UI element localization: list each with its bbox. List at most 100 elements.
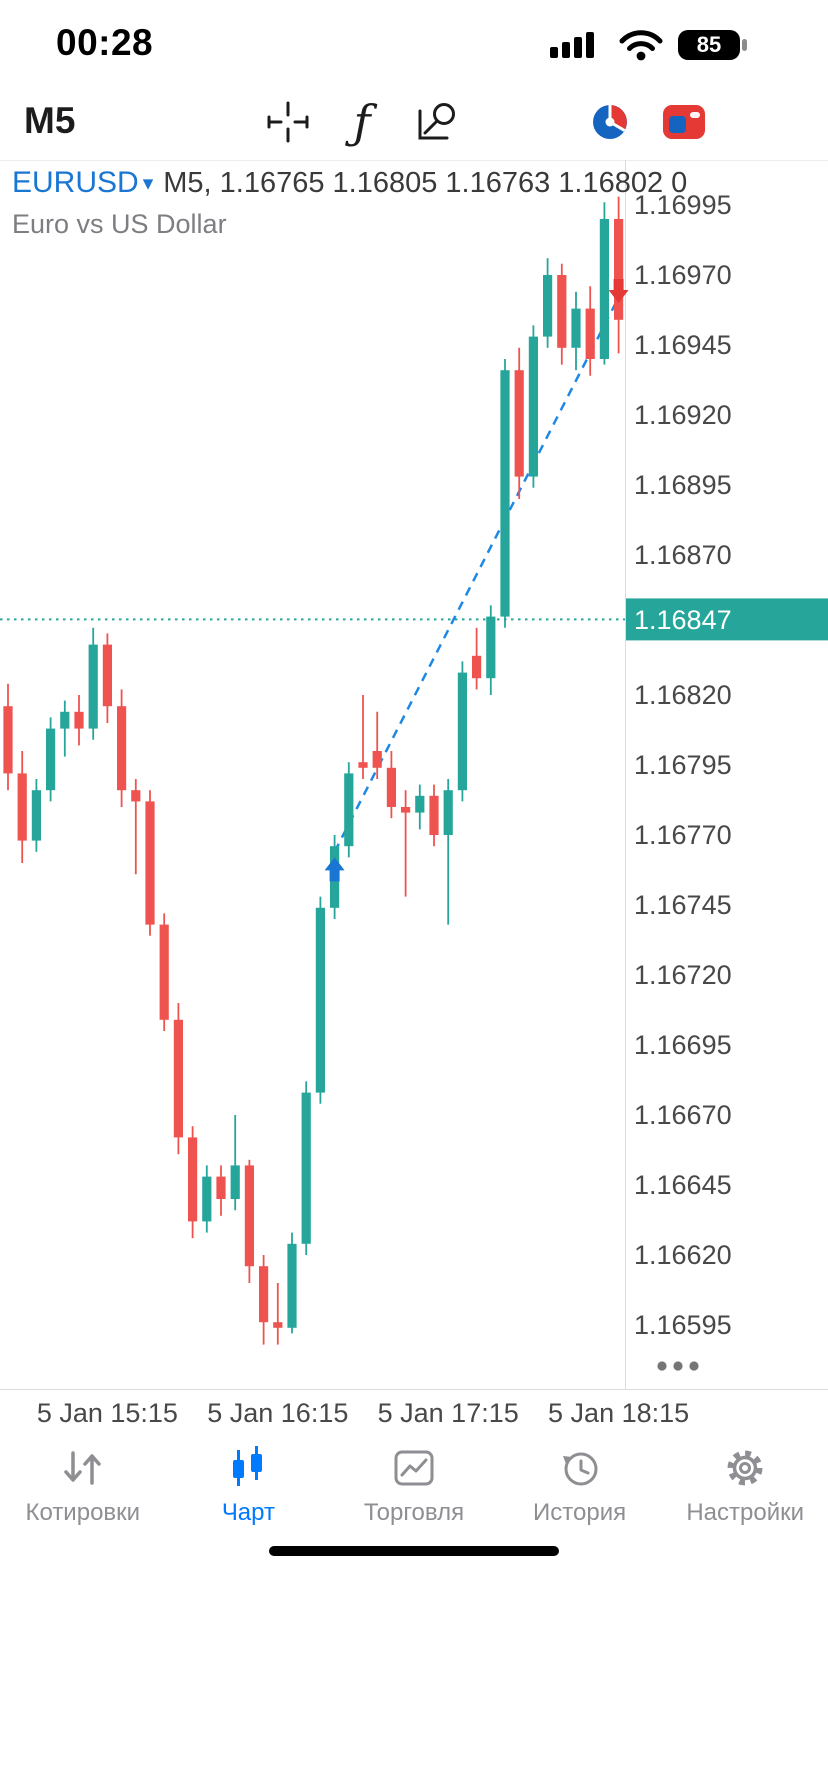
trade-widget-button[interactable] xyxy=(658,96,710,148)
svg-text:1.16995: 1.16995 xyxy=(634,190,732,220)
pie-circle-icon xyxy=(593,105,627,139)
current-price-badge xyxy=(626,598,828,641)
candles-icon xyxy=(233,1446,263,1486)
clock-label: 00:28 xyxy=(56,22,154,63)
price-axis: 1.16995 1.16970 1.16945 1.16920 1.16895 1.168… xyxy=(634,190,732,1340)
wifi-icon xyxy=(619,30,663,61)
candle xyxy=(88,644,98,729)
trade-chart-icon xyxy=(394,1450,434,1486)
candle xyxy=(102,644,112,707)
status-bar: 00:28 85 xyxy=(0,0,828,90)
crosshair-icon xyxy=(267,101,309,143)
tab-label: Котировки xyxy=(25,1499,141,1526)
candle xyxy=(386,767,396,807)
candle xyxy=(60,711,70,729)
home-indicator[interactable] xyxy=(269,1546,559,1556)
current-price-label: 1.16847 xyxy=(634,605,732,635)
crosshair-button[interactable] xyxy=(262,96,314,148)
ohlc-readout: M5, 1.16765 1.16805 1.16763 1.16802 0 xyxy=(163,167,688,199)
candle xyxy=(202,1176,212,1222)
battery-percent-label: 85 xyxy=(697,32,721,57)
candle xyxy=(372,751,382,768)
tab-trade[interactable]: Торговля xyxy=(331,1436,497,1546)
candle xyxy=(216,1176,226,1199)
settings-gear-icon xyxy=(727,1450,763,1486)
tab-label: История xyxy=(533,1499,627,1526)
symbol-dropdown-icon[interactable]: ▾ xyxy=(142,172,154,195)
candle xyxy=(301,1092,311,1244)
tab-history[interactable]: История xyxy=(497,1436,663,1546)
tab-settings[interactable]: Настройки xyxy=(662,1436,828,1546)
status-icons: 85 xyxy=(550,28,750,62)
svg-text:1.16770: 1.16770 xyxy=(634,820,732,850)
svg-text:1.16895: 1.16895 xyxy=(634,470,732,500)
candle xyxy=(244,1165,254,1267)
candle xyxy=(259,1266,269,1323)
candle xyxy=(514,370,524,477)
svg-text:1.16820: 1.16820 xyxy=(634,680,732,710)
objects-icon xyxy=(418,103,455,140)
indicators-button[interactable]: ƒ xyxy=(336,95,388,149)
candle xyxy=(3,706,13,774)
candle xyxy=(131,790,141,802)
battery-icon: 85 xyxy=(678,30,747,60)
candle xyxy=(344,773,354,847)
candle xyxy=(614,219,624,320)
svg-text:1.16920: 1.16920 xyxy=(634,400,732,430)
candle xyxy=(486,616,496,679)
candle xyxy=(74,711,84,729)
x-axis-label: 5 Jan 18:15 xyxy=(548,1398,690,1428)
candle xyxy=(443,790,453,835)
candle xyxy=(287,1243,297,1328)
candle xyxy=(415,795,425,813)
candle xyxy=(159,924,169,1020)
x-axis-label: 5 Jan 15:15 xyxy=(36,1398,178,1428)
objects-button[interactable] xyxy=(410,96,462,148)
tab-bar: Котировки Чарт Торговля История xyxy=(0,1436,828,1546)
tab-chart[interactable]: Чарт xyxy=(166,1436,332,1546)
candle xyxy=(46,728,56,791)
chart-toolbar: M5 ƒ xyxy=(0,92,828,160)
tab-label: Чарт xyxy=(221,1499,275,1526)
svg-text:1.16720: 1.16720 xyxy=(634,960,732,990)
symbol-description: Euro vs US Dollar xyxy=(12,209,227,239)
tab-label: Торговля xyxy=(363,1499,465,1526)
chart-area[interactable]: 1.16995 1.16970 1.16945 1.16920 1.16895 1.168… xyxy=(0,160,828,1390)
candlestick-chart[interactable]: 1.16995 1.16970 1.16945 1.16920 1.16895 1.168… xyxy=(0,160,828,1390)
candle xyxy=(401,807,411,813)
svg-text:1.16670: 1.16670 xyxy=(634,1100,732,1130)
candle xyxy=(315,907,325,1093)
trend-line[interactable] xyxy=(333,296,620,853)
x-axis: 5 Jan 15:15 5 Jan 16:15 5 Jan 17:15 5 Jan 1… xyxy=(0,1392,828,1432)
candle xyxy=(528,336,538,477)
symbol-selector[interactable]: EURUSD xyxy=(12,166,139,199)
buy-arrow-icon[interactable] xyxy=(324,857,345,882)
candle xyxy=(358,762,368,768)
trade-widget-icon xyxy=(663,105,705,139)
tab-quotes[interactable]: Котировки xyxy=(0,1436,166,1546)
chart-mode-button[interactable] xyxy=(584,96,636,148)
chart-header: EURUSD ▾ M5, 1.16765 1.16805 1.16763 1.168… xyxy=(12,166,687,241)
svg-text:1.16970: 1.16970 xyxy=(634,260,732,290)
candle xyxy=(31,790,41,841)
candle xyxy=(429,795,439,835)
svg-text:1.16645: 1.16645 xyxy=(634,1170,732,1200)
candle xyxy=(145,801,155,925)
tab-label: Настройки xyxy=(686,1499,805,1526)
svg-text:1.16695: 1.16695 xyxy=(634,1030,732,1060)
candle xyxy=(543,275,553,337)
candle xyxy=(585,308,595,359)
candle xyxy=(571,308,581,348)
chart-more-button[interactable] xyxy=(657,1361,699,1371)
svg-text:1.16795: 1.16795 xyxy=(634,750,732,780)
candle xyxy=(557,275,567,348)
x-axis-label: 5 Jan 16:15 xyxy=(207,1398,349,1428)
sell-arrow-icon[interactable] xyxy=(608,279,629,303)
candle xyxy=(117,706,127,791)
timeframe-button[interactable]: M5 xyxy=(24,100,76,141)
candle xyxy=(188,1137,198,1222)
svg-text:1.16945: 1.16945 xyxy=(634,330,732,360)
candle xyxy=(17,773,27,841)
candle xyxy=(273,1322,283,1328)
candles xyxy=(3,196,624,1345)
